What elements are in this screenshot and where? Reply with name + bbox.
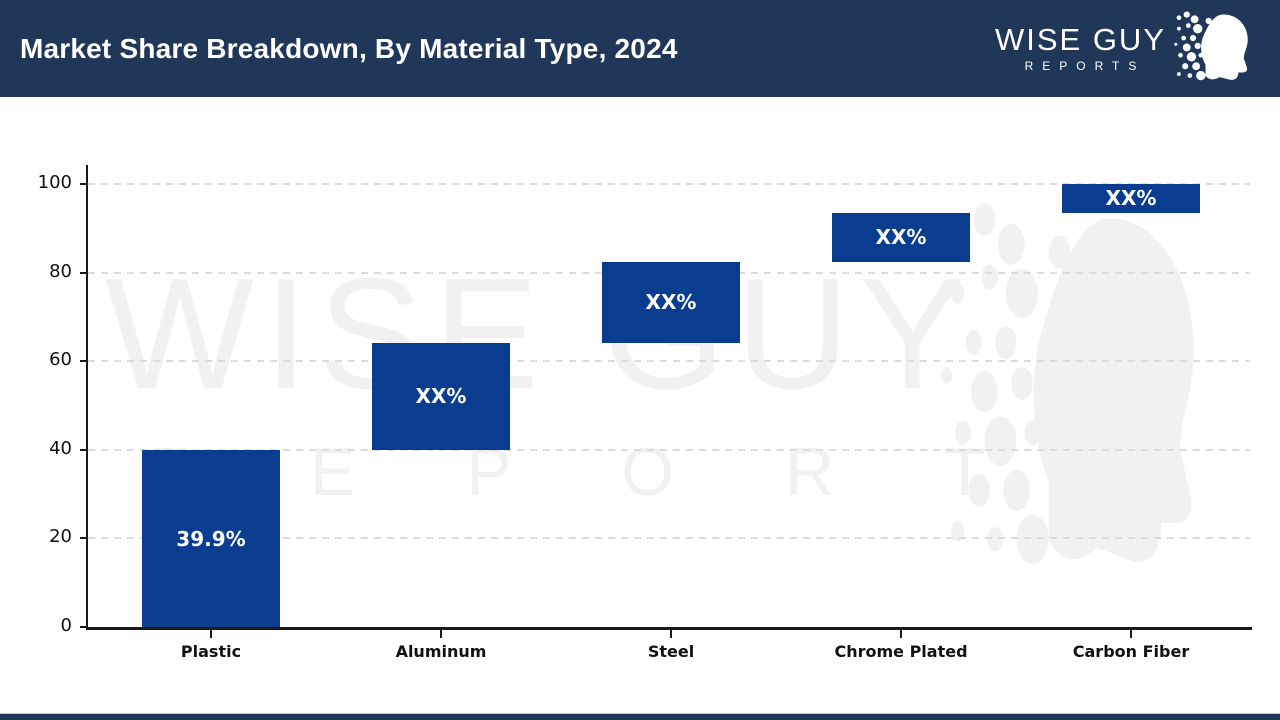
y-tick-mark <box>80 360 88 363</box>
bar-value-label: XX% <box>645 290 697 315</box>
brand-subname: REPORTS <box>1024 58 1146 73</box>
x-axis-label: Carbon Fiber <box>1072 642 1190 661</box>
bar-value-label: 39.9% <box>176 526 246 551</box>
y-tick-mark <box>80 626 88 628</box>
y-tick-label: 20 <box>49 526 72 548</box>
brand-logo-text: WISE GUY REPORTS <box>995 24 1166 73</box>
y-tick-label: 100 <box>37 172 72 193</box>
logo-face-dots-icon <box>1168 9 1254 89</box>
footer-bar <box>0 713 1280 720</box>
x-tick-mark <box>1130 630 1132 638</box>
bar-carbon-fiber: XX% <box>1062 184 1200 213</box>
y-tick-label: 0 <box>60 615 72 636</box>
y-tick-label: 40 <box>49 437 72 459</box>
y-gridline <box>88 448 1250 451</box>
x-axis-label: Aluminum <box>395 642 487 661</box>
bar-steel: XX% <box>602 261 740 343</box>
bar-value-label: XX% <box>415 384 467 409</box>
bar-value-label: XX% <box>1105 186 1157 211</box>
bar-plastic: 39.9% <box>142 450 280 627</box>
brand-logo: WISE GUY REPORTS <box>995 9 1254 89</box>
x-axis-label: Plastic <box>180 642 242 661</box>
y-tick-label: 60 <box>49 349 72 371</box>
x-tick-mark <box>670 630 672 638</box>
watermark-brand-text: WISE GUY <box>105 246 976 422</box>
y-axis-line <box>86 165 88 630</box>
y-tick-mark <box>80 271 88 274</box>
bar-value-label: XX% <box>875 225 927 250</box>
brand-name: WISE GUY <box>994 22 1166 58</box>
bar-aluminum: XX% <box>372 342 510 450</box>
bar-chrome-plated: XX% <box>832 212 970 262</box>
x-axis-label: Chrome Plated <box>834 642 968 661</box>
x-tick-mark <box>210 630 212 638</box>
y-tick-mark <box>80 183 88 185</box>
y-gridline <box>88 360 1250 363</box>
y-tick-label: 80 <box>49 260 72 282</box>
y-gridline <box>88 537 1250 540</box>
header-bar: Market Share Breakdown, By Material Type… <box>0 0 1280 97</box>
x-tick-mark <box>900 630 902 638</box>
x-tick-mark <box>440 630 442 638</box>
y-gridline <box>88 183 1250 185</box>
y-tick-mark <box>80 537 88 540</box>
y-tick-mark <box>80 448 88 451</box>
page-title: Market Share Breakdown, By Material Type… <box>20 32 678 64</box>
x-axis-line <box>86 627 1252 630</box>
x-axis-label: Steel <box>647 642 695 661</box>
